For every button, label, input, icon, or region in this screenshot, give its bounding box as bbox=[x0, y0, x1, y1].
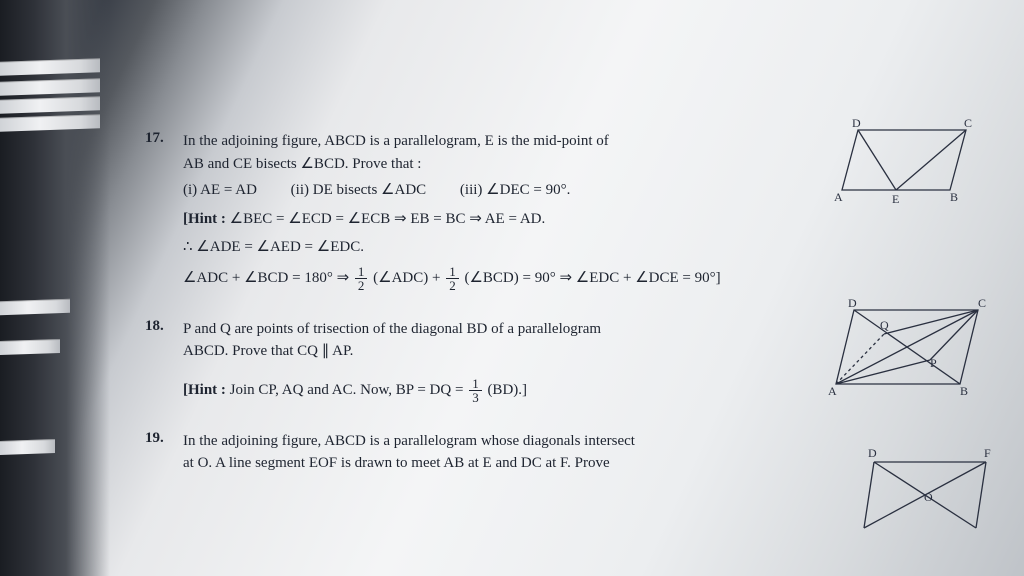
fraction-numerator: 1 bbox=[469, 377, 482, 391]
vertex-label: Q bbox=[880, 318, 889, 333]
part-text: AE = AD bbox=[200, 182, 257, 198]
vertex-label: C bbox=[978, 296, 986, 311]
question-stem-line: In the adjoining figure, ABCD is a paral… bbox=[183, 133, 609, 149]
vertex-label: B bbox=[960, 384, 968, 399]
hint-text: (∠ADC) + bbox=[369, 269, 444, 285]
vertex-label: D bbox=[852, 116, 861, 131]
fraction-denominator: 2 bbox=[355, 279, 368, 292]
question-stem-line: AB and CE bisects ∠BCD. Prove that : bbox=[183, 156, 421, 172]
question-body: In the adjoining figure, ABCD is a paral… bbox=[183, 130, 803, 292]
vertex-label: A bbox=[834, 190, 843, 205]
question-body: In the adjoining figure, ABCD is a paral… bbox=[183, 430, 803, 475]
hint-label: [Hint : bbox=[183, 211, 226, 227]
part-text: DE bisects ∠ADC bbox=[313, 182, 426, 198]
question-number: 19. bbox=[145, 430, 179, 447]
page-stack-edge bbox=[0, 439, 55, 455]
question-stem-line: P and Q are points of trisection of the … bbox=[183, 321, 601, 337]
part-label: (ii) bbox=[291, 182, 309, 198]
vertex-label: F bbox=[984, 446, 991, 461]
hint-text: ∠ADC + ∠BCD = 180° ⇒ bbox=[183, 269, 353, 285]
vertex-label: B bbox=[950, 190, 958, 205]
fraction-numerator: 1 bbox=[355, 265, 368, 279]
hint-line: [Hint : ∠BEC = ∠ECD = ∠ECB ⇒ EB = BC ⇒ A… bbox=[183, 208, 803, 231]
fraction: 12 bbox=[446, 265, 459, 292]
vertex-label: P bbox=[930, 356, 937, 371]
question-stem-line: In the adjoining figure, ABCD is a paral… bbox=[183, 433, 635, 449]
question-parts: (i) AE = AD (ii) DE bisects ∠ADC (iii) ∠… bbox=[183, 179, 803, 202]
hint-text: Join CP, AQ and AC. Now, BP = DQ = bbox=[230, 381, 468, 397]
part-label: (i) bbox=[183, 182, 197, 198]
vertex-label: C bbox=[964, 116, 972, 131]
figure-q17: D C A E B bbox=[838, 118, 978, 213]
fraction: 12 bbox=[355, 265, 368, 292]
vertex-label: D bbox=[868, 446, 877, 461]
question-number: 18. bbox=[145, 318, 179, 335]
hint-line: [Hint : Join CP, AQ and AC. Now, BP = DQ… bbox=[183, 377, 803, 404]
fraction-denominator: 2 bbox=[446, 279, 459, 292]
question-body: P and Q are points of trisection of the … bbox=[183, 318, 803, 404]
vertex-label: O bbox=[924, 490, 933, 505]
hint-text: (∠BCD) = 90° ⇒ ∠EDC + ∠DCE = 90°] bbox=[461, 269, 721, 285]
fraction-denominator: 3 bbox=[469, 391, 482, 404]
figure-q18: D C A B Q P bbox=[830, 300, 990, 405]
vertex-label: D bbox=[848, 296, 857, 311]
page-stack-edge bbox=[0, 339, 60, 355]
vertex-label: A bbox=[828, 384, 837, 399]
question-stem-line: at O. A line segment EOF is drawn to mee… bbox=[183, 455, 610, 471]
hint-text: ∠BEC = ∠ECD = ∠ECB ⇒ EB = BC ⇒ AE = AD. bbox=[230, 211, 546, 227]
fraction: 13 bbox=[469, 377, 482, 404]
hint-text: (BD).] bbox=[484, 381, 527, 397]
hint-label: [Hint : bbox=[183, 381, 226, 397]
hint-line: ∴ ∠ADE = ∠AED = ∠EDC. bbox=[183, 236, 803, 259]
part-label: (iii) bbox=[460, 182, 483, 198]
figure-q19: D F O bbox=[856, 450, 996, 550]
fraction-numerator: 1 bbox=[446, 265, 459, 279]
question-number: 17. bbox=[145, 130, 179, 147]
vertex-label: E bbox=[892, 192, 899, 207]
hint-line: ∠ADC + ∠BCD = 180° ⇒ 12 (∠ADC) + 12 (∠BC… bbox=[183, 265, 803, 292]
page-stack-edge bbox=[0, 299, 70, 315]
question-stem-line: ABCD. Prove that CQ ∥ AP. bbox=[183, 343, 353, 359]
part-text: ∠DEC = 90°. bbox=[486, 182, 570, 198]
